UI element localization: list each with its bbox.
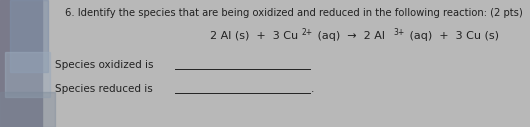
FancyBboxPatch shape (0, 92, 55, 127)
Bar (0, 0, 42, 127)
Text: 2+: 2+ (301, 28, 312, 37)
FancyBboxPatch shape (5, 52, 50, 97)
Text: 6. Identify the species that are being oxidized and reduced in the following rea: 6. Identify the species that are being o… (65, 8, 523, 18)
Text: 3+: 3+ (393, 28, 404, 37)
Text: Species reduced is: Species reduced is (55, 84, 153, 94)
Text: (aq)  +  3 Cu (s): (aq) + 3 Cu (s) (406, 31, 499, 41)
Text: .: . (311, 84, 314, 94)
Text: 2 Al (s)  +  3 Cu: 2 Al (s) + 3 Cu (210, 31, 298, 41)
Text: Species oxidized is: Species oxidized is (55, 60, 154, 70)
Text: (aq)  →  2 Al: (aq) → 2 Al (314, 31, 385, 41)
FancyBboxPatch shape (10, 0, 48, 72)
